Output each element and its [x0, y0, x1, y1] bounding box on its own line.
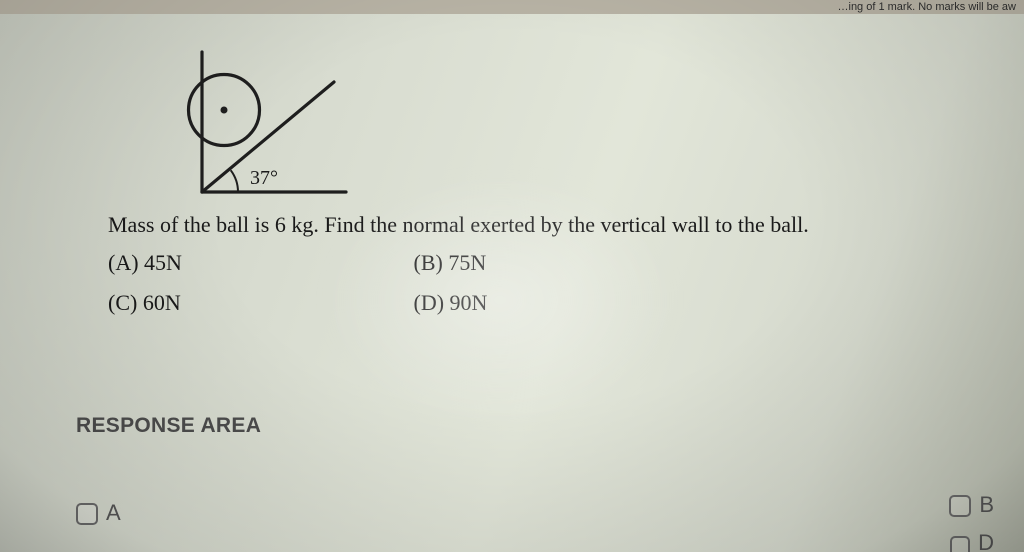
response-checkbox-d-wrap: D: [950, 530, 994, 552]
response-checkbox-a-wrap: A: [76, 500, 121, 526]
option-b: (B) 75N: [414, 250, 487, 276]
checkbox-a-label: A: [106, 500, 121, 525]
response-checkbox-b-wrap: B: [949, 492, 994, 518]
checkbox-b-label: B: [979, 492, 994, 517]
option-d: (D) 90N: [414, 290, 488, 316]
header-strip-text: …ing of 1 mark. No marks will be aw: [838, 1, 1017, 13]
checkbox-d-label: D: [978, 530, 994, 552]
option-a: (A) 45N: [108, 250, 408, 276]
diagram-svg: 37°: [108, 28, 348, 198]
svg-text:37°: 37°: [250, 167, 278, 189]
option-c: (C) 60N: [108, 290, 408, 316]
checkbox-a[interactable]: [76, 503, 98, 525]
options-row-2: (C) 60N (D) 90N: [108, 290, 728, 330]
response-area-heading: RESPONSE AREA: [76, 414, 261, 438]
checkbox-b[interactable]: [949, 495, 971, 517]
page-root: …ing of 1 mark. No marks will be aw 37° …: [0, 0, 1024, 552]
header-strip: …ing of 1 mark. No marks will be aw: [0, 0, 1024, 14]
question-text: Mass of the ball is 6 kg. Find the norma…: [108, 212, 809, 238]
problem-diagram: 37°: [108, 28, 348, 198]
options-block: (A) 45N (B) 75N (C) 60N (D) 90N: [108, 250, 728, 330]
checkbox-d[interactable]: [950, 536, 970, 552]
options-row-1: (A) 45N (B) 75N: [108, 250, 728, 290]
